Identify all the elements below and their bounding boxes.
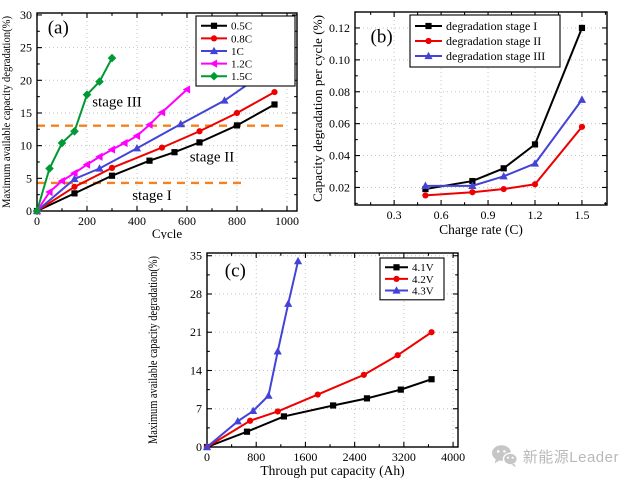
series-1.5C (32, 53, 117, 216)
y-tick-label: 0.10 (329, 53, 350, 67)
axis-ticks (36, 13, 297, 212)
y-tick-label: 0.04 (329, 149, 350, 163)
x-tick-label: 200 (78, 214, 96, 228)
legend-label: 0.5C (231, 21, 252, 33)
y-tick-label: 0.08 (329, 85, 350, 99)
chart-c-svg: 0 800 1600 2400 3200 4000 0 7 14 21 28 35 Through pu… (146, 249, 465, 478)
x-tick-label: 800 (247, 450, 265, 464)
x-tick-label: 0.6 (434, 208, 449, 222)
legend-label: 0.8C (231, 33, 252, 45)
x-tick-label: 1000 (275, 214, 299, 228)
y-tick-label: 7 (196, 402, 202, 416)
legend-label: 1.5C (231, 71, 252, 83)
legend: 4.1V4.2V4.3V (379, 257, 445, 301)
x-tick-label: 800 (228, 214, 246, 228)
y-tick-label: 5 (26, 171, 32, 185)
wechat-icon (491, 445, 518, 468)
chart-panel-b: 0.3 0.6 0.9 1.2 1.5 0.02 0.04 0.06 0.08 0.10 0.12 C… (311, 0, 624, 245)
y-tick-label: 10 (20, 139, 32, 153)
y-axis-label: Maximum available capacity degradation(%… (0, 16, 13, 208)
x-tick-label: 0 (34, 214, 40, 228)
legend-label: 4.2V (412, 274, 434, 286)
x-tick-label: 600 (178, 214, 196, 228)
y-tick-label: 15 (20, 106, 32, 120)
legend-label: degradation stage II (446, 34, 541, 48)
x-tick-label: 3200 (392, 450, 416, 464)
axis-ticks (206, 253, 458, 448)
chart-panel-a: 0 200 400 600 800 1000 0 5 10 15 20 25 30 Cycle Maximu… (0, 0, 310, 244)
chart-a-svg: 0 200 400 600 800 1000 0 5 10 15 20 25 30 Cycle Maximu… (0, 8, 299, 241)
x-tick-label: 1.5 (574, 208, 589, 222)
legend-label: 4.1V (412, 262, 434, 274)
y-tick-label: 0.12 (329, 21, 350, 35)
legend-label: 4.3V (412, 285, 434, 297)
series-degradation stage III (421, 95, 587, 189)
chart-b-svg: 0.3 0.6 0.9 1.2 1.5 0.02 0.04 0.06 0.08 0.10 0.12 C… (311, 11, 608, 237)
x-axis-label: Through put capacity (Ah) (260, 463, 404, 478)
panel-label: (b) (371, 26, 393, 47)
series-0.8C (33, 88, 278, 215)
x-tick-label: 1.2 (528, 208, 543, 222)
y-tick-label: 0.02 (329, 180, 350, 194)
chart-panel-c: 0 800 1600 2400 3200 4000 0 7 14 21 28 35 Through pu… (138, 240, 486, 485)
series-4.2V (203, 329, 435, 451)
x-axis-label: Charge rate (C) (439, 222, 523, 237)
brand-name: 新能源Leader (522, 448, 619, 466)
legend-label: 1.2C (231, 58, 252, 70)
x-axis-label: Cycle (152, 226, 183, 239)
y-tick-label: 25 (20, 41, 32, 55)
series-degradation stage II (422, 123, 586, 199)
plot-frame (354, 11, 608, 206)
x-tick-label: 0.9 (481, 208, 496, 222)
y-tick-label: 28 (190, 287, 202, 301)
stage-annotation: stage I (132, 188, 172, 204)
y-tick-label: 21 (190, 325, 202, 339)
stage-annotation: stage III (92, 94, 142, 110)
x-tick-label: 0.3 (387, 208, 402, 222)
brand-watermark: 新能源Leader (491, 444, 619, 468)
y-axis-label: Maximum available capacity degradation(%… (146, 256, 160, 444)
series-4.3V (202, 256, 303, 451)
y-axis-label: Capacity degradation per cycle (%) (312, 15, 325, 202)
panel-label: (c) (225, 260, 246, 281)
x-tick-label: 400 (128, 214, 146, 228)
series-1.2C (32, 85, 191, 216)
y-tick-label: 35 (190, 249, 202, 263)
y-tick-label: 14 (190, 363, 202, 377)
series-4.1V (203, 376, 435, 451)
legend-label: 1C (231, 46, 244, 58)
y-tick-label: 30 (20, 8, 32, 22)
legend-label: degradation stage I (446, 19, 537, 33)
x-tick-label: 2400 (343, 450, 367, 464)
stage-annotation: stage II (190, 149, 235, 165)
x-tick-label: 4000 (441, 450, 465, 464)
y-tick-label: 0 (196, 440, 202, 454)
legend-label: degradation stage III (446, 49, 545, 63)
panel-label: (a) (48, 17, 69, 38)
plot-frame (206, 252, 459, 448)
y-tick-label: 0.06 (329, 117, 350, 131)
y-tick-label: 0 (26, 204, 32, 218)
x-tick-label: 1600 (293, 450, 317, 464)
x-tick-label: 0 (204, 450, 210, 464)
plot-frame (36, 12, 298, 212)
y-tick-label: 20 (20, 73, 32, 87)
series-degradation stage I (422, 24, 586, 193)
